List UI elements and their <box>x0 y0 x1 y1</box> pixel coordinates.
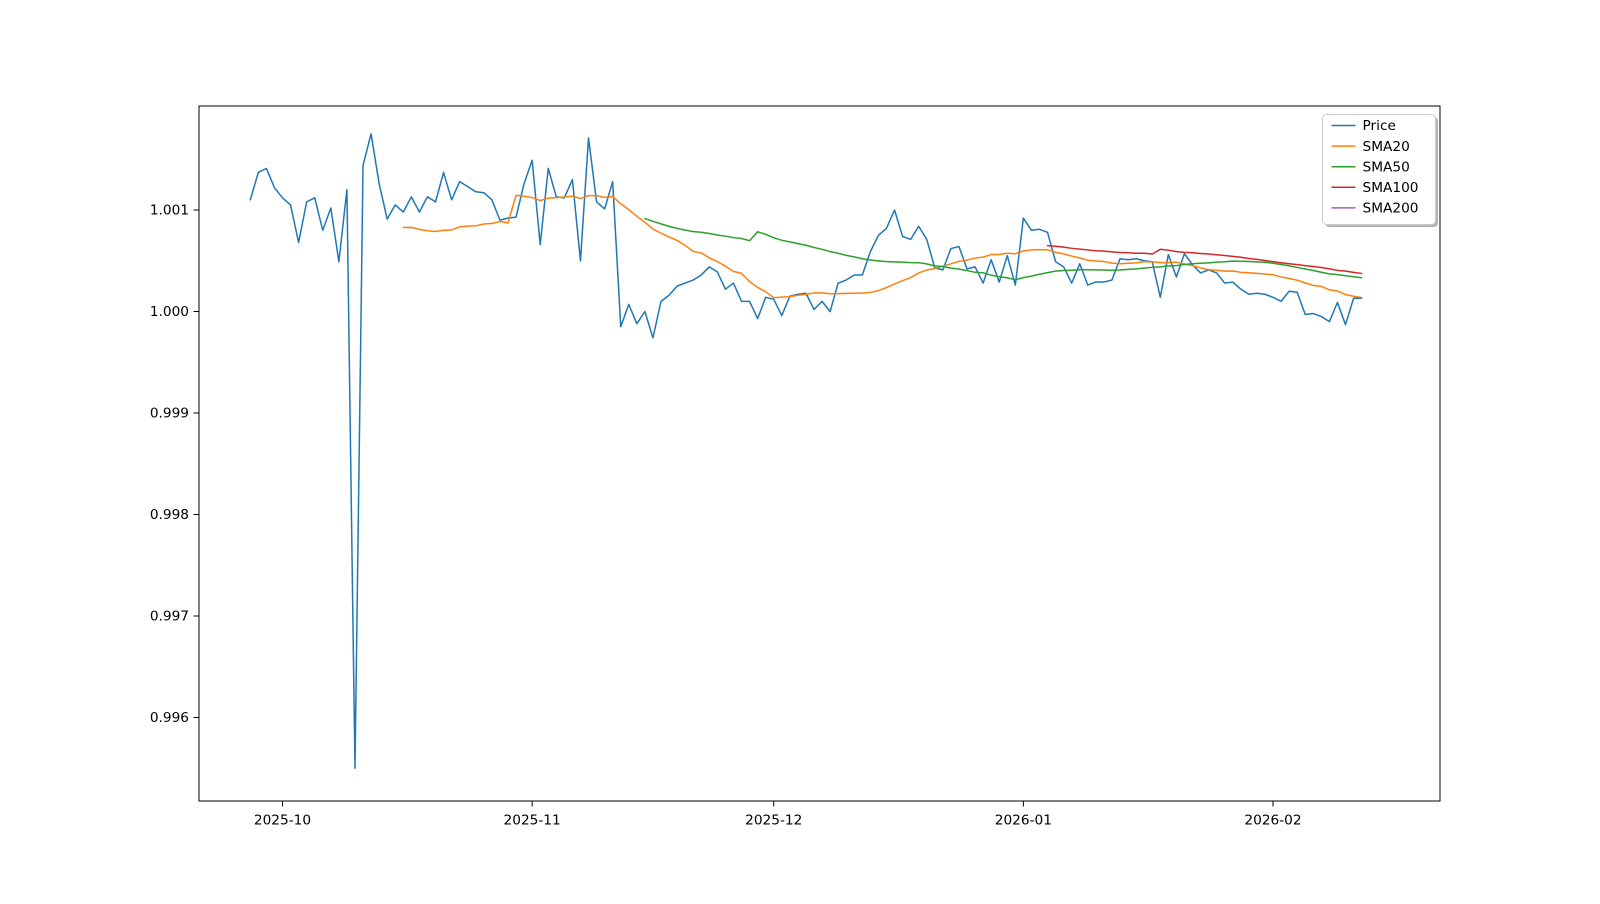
y-tick-label: 1.000 <box>150 304 189 320</box>
legend-entry-sma100: SMA100 <box>1331 180 1419 196</box>
legend-entry-sma20: SMA20 <box>1331 139 1410 155</box>
y-tick-label: 1.001 <box>150 203 189 219</box>
legend-entry-price: Price <box>1331 118 1396 134</box>
x-tick-label: 2025-10 <box>254 813 311 829</box>
series-line-sma100 <box>1046 244 1363 275</box>
y-tick-label: 0.996 <box>150 710 189 726</box>
legend-label: SMA20 <box>1363 139 1410 155</box>
x-tick-label: 2026-01 <box>995 813 1052 829</box>
x-tick-label: 2025-11 <box>504 813 561 829</box>
legend-label: Price <box>1363 118 1396 134</box>
x-tick-label: 2025-12 <box>745 813 802 829</box>
legend-box <box>1322 114 1436 225</box>
x-tick-label: 2026-02 <box>1244 813 1301 829</box>
legend: Price SMA20 SMA50 SMA100 SMA200 <box>1322 114 1438 227</box>
y-tick-label: 0.999 <box>150 406 189 422</box>
legend-label: SMA100 <box>1363 180 1419 196</box>
legend-label: SMA50 <box>1363 159 1410 175</box>
series-line-sma20 <box>402 194 1363 299</box>
legend-label: SMA200 <box>1363 201 1419 217</box>
axes-spines <box>198 105 1441 802</box>
y-tick-label: 0.998 <box>150 507 189 523</box>
series-line-price <box>249 133 1363 769</box>
y-tick-label: 0.997 <box>150 609 189 625</box>
legend-entry-sma200: SMA200 <box>1331 201 1419 217</box>
series-line-sma50 <box>644 217 1363 281</box>
legend-entry-sma50: SMA50 <box>1331 159 1410 175</box>
